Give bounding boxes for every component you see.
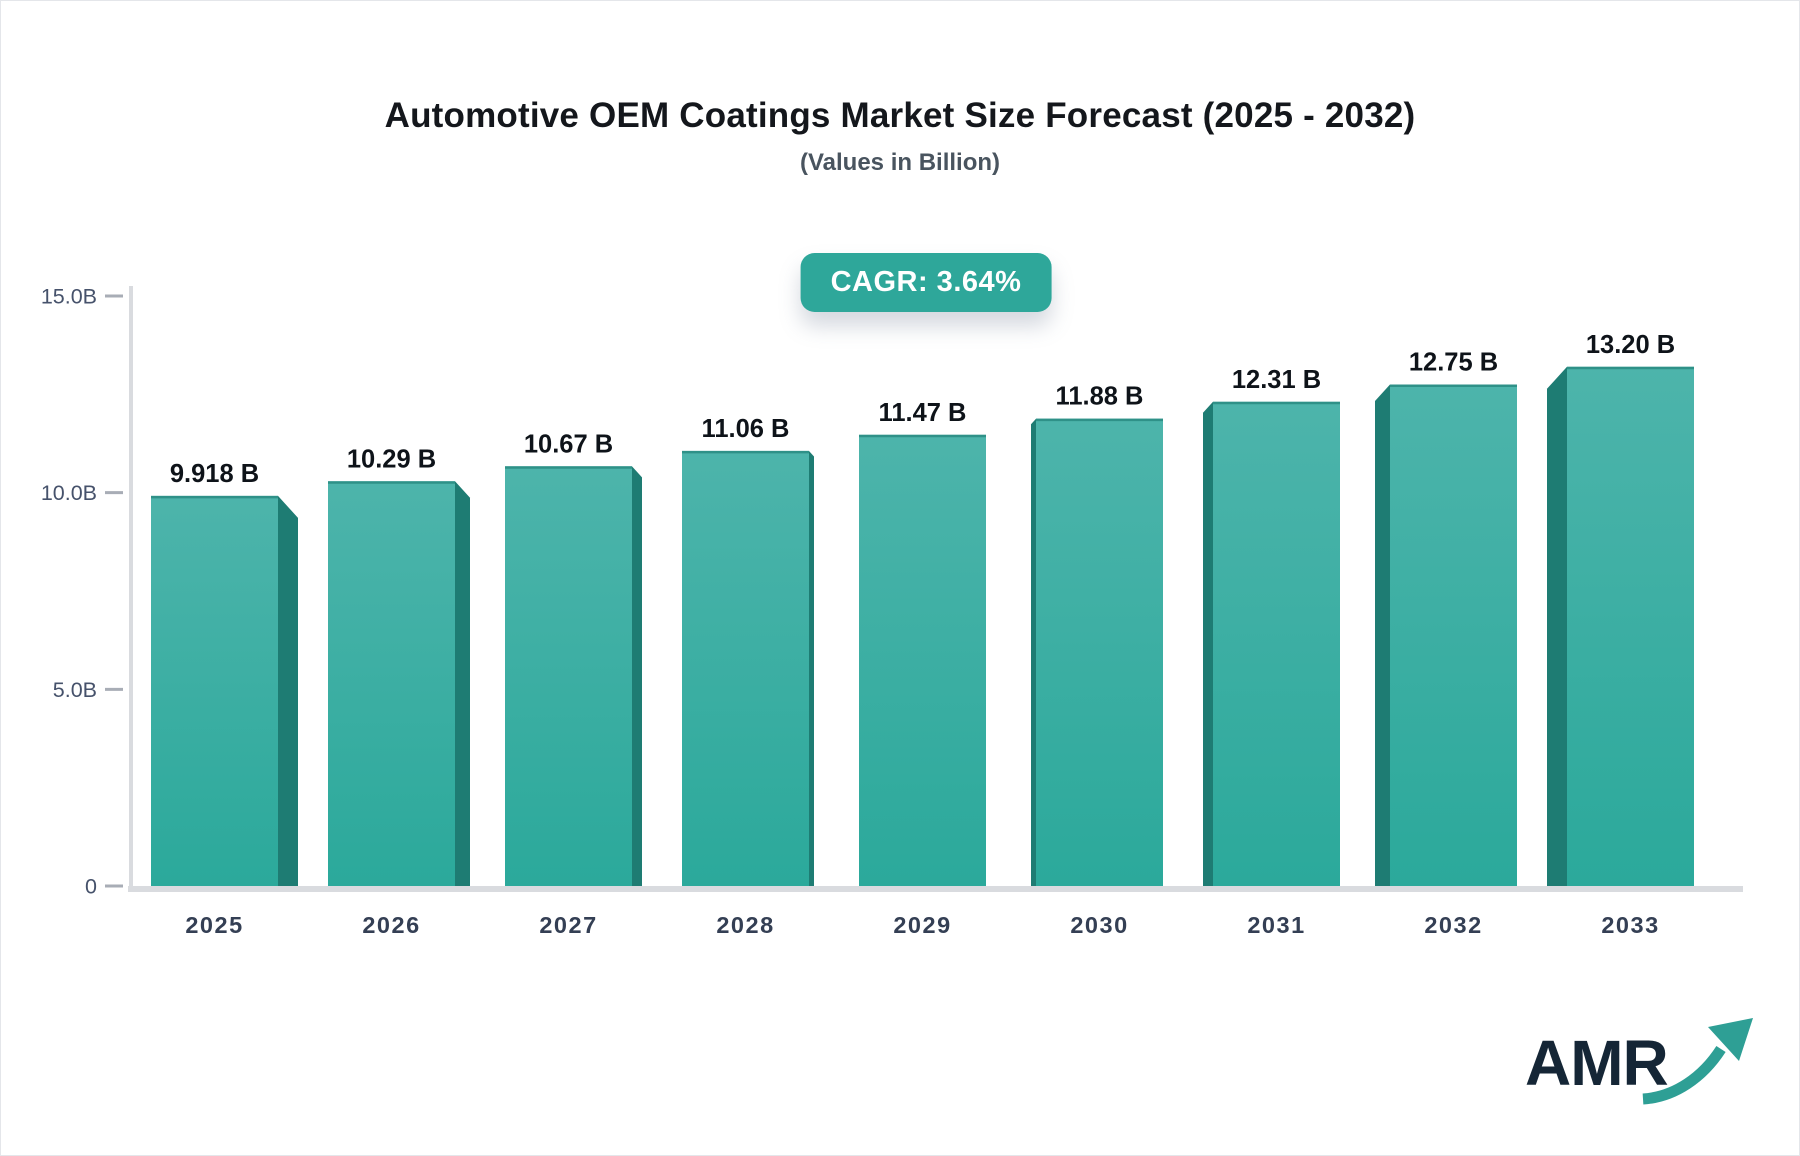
bar-2033: 13.20 B 2033 [1547, 331, 1694, 938]
amr-logo-text: AMR [1525, 1027, 1668, 1099]
cagr-badge: CAGR: 3.64% [800, 253, 1052, 312]
bar-front-face [859, 434, 986, 886]
bar-front-face [1036, 418, 1163, 886]
bar-2025: 9.918 B 2025 [151, 460, 298, 938]
bar-front-face [682, 450, 809, 886]
bar-value-label: 12.31 B [1232, 366, 1321, 394]
bar-side-face [1547, 366, 1567, 886]
y-axis-tick-label: 5.0B [53, 678, 97, 702]
bar-front-face [1213, 401, 1340, 886]
y-axis-tick-label: 0 [85, 875, 97, 899]
bar-value-label: 12.75 B [1409, 349, 1498, 377]
bar-front-face [328, 481, 455, 886]
chart-subtitle: (Values in Billion) [799, 149, 1001, 176]
bar-value-label: 11.06 B [702, 415, 790, 443]
bar-2031: 12.31 B 2031 [1203, 366, 1340, 938]
y-axis-tick-label: 15.0B [41, 285, 97, 309]
chart-title: Automotive OEM Coatings Market Size Fore… [384, 96, 1416, 135]
x-axis-label: 2026 [362, 912, 420, 938]
x-axis-line [128, 886, 1743, 892]
bar-side-face [632, 466, 642, 886]
bar-side-face [1375, 384, 1390, 886]
bar-value-label: 11.88 B [1056, 383, 1144, 411]
amr-logo-arrow-head [1708, 1018, 1753, 1061]
bar-2032: 12.75 B 2032 [1375, 349, 1517, 938]
x-axis-label: 2027 [539, 912, 597, 938]
bar-front-face [1567, 366, 1694, 886]
x-axis-label: 2025 [185, 912, 243, 938]
x-axis-label: 2032 [1424, 912, 1482, 938]
bar-2030: 11.88 B 2030 [1031, 383, 1163, 938]
x-axis-label: 2033 [1601, 912, 1659, 938]
bar-side-face [278, 495, 298, 886]
x-axis-label: 2031 [1247, 912, 1305, 938]
bar-side-face [809, 450, 814, 886]
x-axis-label: 2028 [716, 912, 774, 938]
bar-side-face [455, 481, 470, 886]
bar-front-face [505, 466, 632, 886]
bar-2026: 10.29 B 2026 [328, 445, 470, 938]
x-axis-label: 2030 [1070, 912, 1128, 938]
amr-logo: AMR [1525, 1018, 1753, 1105]
bar-side-face [1031, 418, 1036, 886]
bar-value-label: 13.20 B [1586, 331, 1675, 359]
bar-value-label: 9.918 B [170, 460, 259, 488]
x-axis-label: 2029 [893, 912, 951, 938]
bar-value-label: 10.29 B [347, 445, 436, 473]
bar-2029: 11.47 B 2029 [859, 399, 986, 938]
bar-2027: 10.67 B 2027 [505, 430, 642, 938]
bar-value-label: 10.67 B [524, 430, 613, 458]
y-axis-line [129, 286, 133, 889]
bar-front-face [151, 495, 278, 886]
y-axis-tick-label: 10.0B [41, 481, 97, 505]
amr-logo-arrow-swoosh [1642, 1045, 1726, 1105]
bar-value-label: 11.47 B [879, 399, 967, 427]
bar-side-face [1203, 401, 1213, 886]
bar-2028: 11.06 B 2028 [682, 415, 814, 938]
bar-front-face [1390, 384, 1517, 886]
